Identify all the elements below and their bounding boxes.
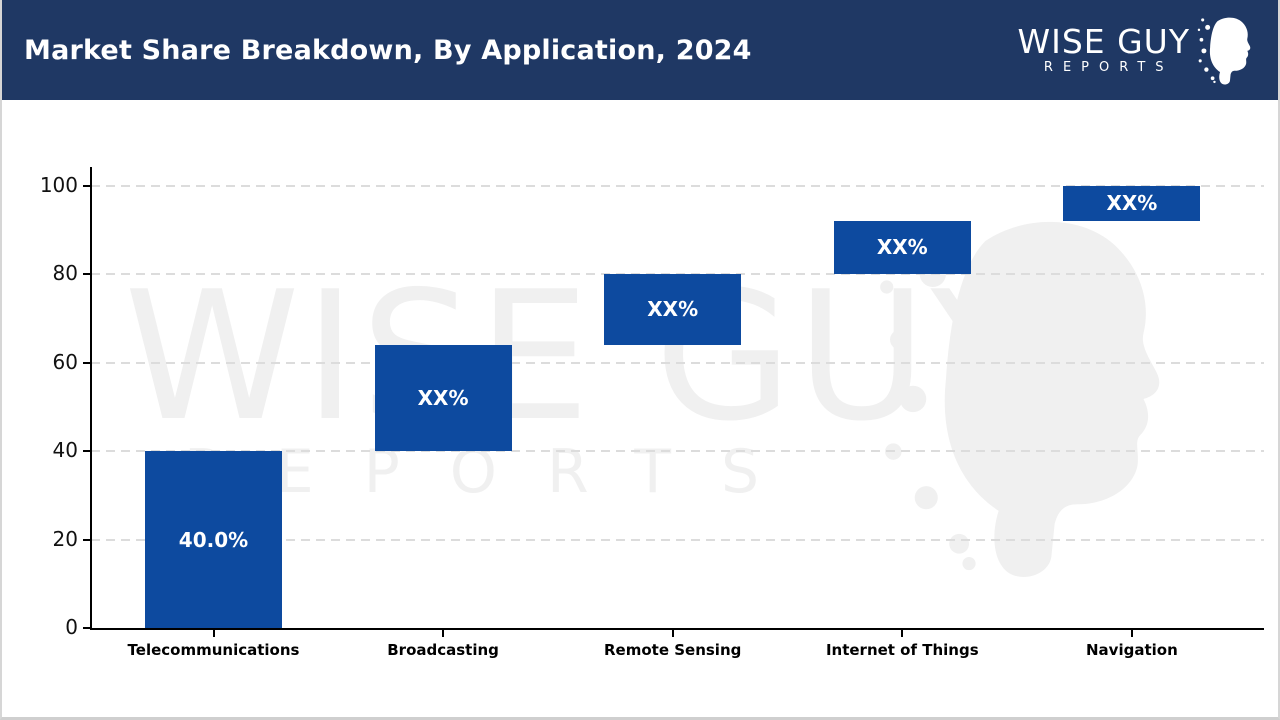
y-axis-tickmark [83,450,91,452]
logo-face-icon [1197,17,1251,85]
x-axis-tickmark [1130,630,1133,637]
y-axis-tick-label: 20 [52,526,78,551]
y-axis-tick-label: 100 [39,172,78,197]
bar-value-label: XX% [1106,191,1158,216]
y-axis-tickmark [83,361,91,364]
x-axis-tickmark [212,630,215,637]
watermark-text: WISE GUY [124,253,1044,460]
bar [374,344,512,451]
wise-guy-logo: WISE GUY REPORTS [1017,8,1256,92]
logo-wordmark: WISE GUY [1017,21,1190,61]
page-title: Market Share Breakdown, By Application, … [24,34,752,66]
gridline [91,450,1264,452]
x-axis-category-label: Internet of Things [825,641,979,659]
y-axis-tickmark [83,273,91,275]
bar-value-label: 40.0% [178,527,249,552]
gridline [91,361,1264,364]
bar-value-label: XX% [876,235,928,260]
x-axis-tickmark [901,630,904,637]
x-axis-category-label: Telecommunications [127,641,300,659]
bar-value-label: XX% [647,297,699,322]
x-axis-category-label: Navigation [1086,641,1178,659]
y-axis-tickmark [83,627,91,629]
y-axis-tickmark [83,538,91,541]
y-axis-tick-label: 60 [52,349,78,374]
bar-value-label: XX% [417,385,469,410]
bar [604,274,742,345]
y-axis-tick-label: 80 [52,261,78,285]
gridline [91,184,1264,187]
y-axis-line [90,167,92,628]
logo-subtitle: REPORTS [1043,60,1174,76]
y-axis-tick-label: 40 [52,438,78,462]
x-axis-category-label: Broadcasting [387,641,499,659]
x-axis-line [90,628,1264,630]
bar [145,451,282,628]
gridline [91,538,1264,541]
bar [1063,185,1201,221]
x-axis-tickmark [671,630,674,637]
y-axis-tick-label: 0 [65,615,78,639]
logo-text: WISE GUY REPORTS [1017,21,1190,76]
x-axis-category-label: Remote Sensing [604,641,742,659]
y-axis-tickmark [83,184,91,187]
header-bar: Market Share Breakdown, By Application, … [2,0,1278,100]
bar [833,220,971,274]
x-axis-tickmark [442,630,445,637]
